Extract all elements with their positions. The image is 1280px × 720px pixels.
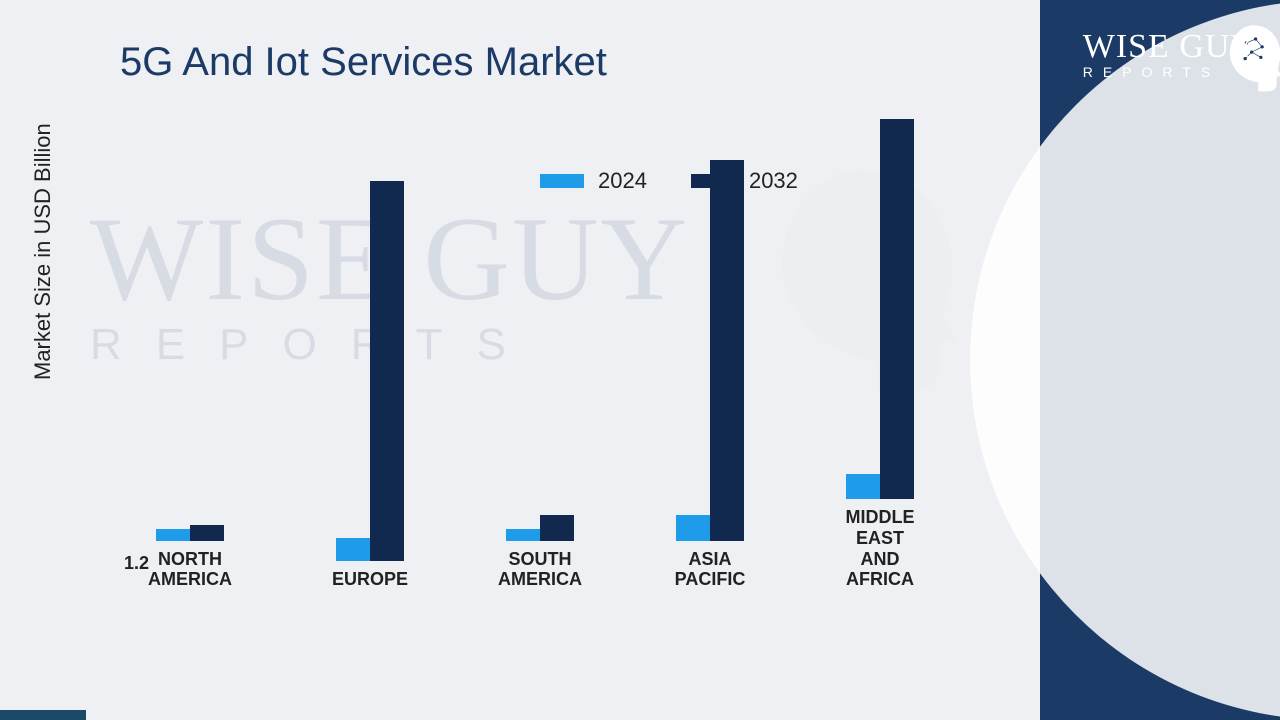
y-axis-label: Market Size in USD Billion bbox=[30, 123, 56, 380]
bar-value-label: 1.2 bbox=[124, 553, 149, 574]
category-label: MIDDLEEASTANDAFRICA bbox=[820, 507, 940, 590]
category-label: SOUTHAMERICA bbox=[480, 549, 600, 590]
brand-subtitle: REPORTS bbox=[1083, 64, 1256, 80]
legend-swatch-2032 bbox=[691, 174, 735, 188]
category-label: EUROPE bbox=[310, 569, 430, 590]
bar bbox=[336, 538, 370, 561]
bar-pair bbox=[650, 151, 770, 541]
legend-label-2024: 2024 bbox=[598, 168, 647, 194]
footer-accent-bar bbox=[0, 710, 86, 720]
chart-legend: 2024 2032 bbox=[540, 168, 798, 194]
bar bbox=[540, 515, 574, 540]
brand-name: WISE GUY bbox=[1083, 28, 1256, 66]
bar-pair bbox=[310, 171, 430, 561]
chart-title: 5G And Iot Services Market bbox=[120, 40, 607, 85]
bar bbox=[846, 474, 880, 499]
bar bbox=[710, 160, 744, 540]
legend-swatch-2024 bbox=[540, 174, 584, 188]
chart-plot-area: NORTHAMERICAEUROPESOUTHAMERICAASIAPACIFI… bbox=[120, 200, 960, 590]
category-label: ASIAPACIFIC bbox=[650, 549, 770, 590]
chart-stage: WISE GUY REPORTS 5G And Iot Services Mar… bbox=[0, 0, 1280, 720]
bar bbox=[370, 181, 404, 561]
bar-pair bbox=[820, 109, 940, 499]
bar-pair bbox=[480, 151, 600, 541]
legend-item-2032: 2032 bbox=[691, 168, 798, 194]
decorative-arc bbox=[970, 0, 1280, 720]
bar bbox=[190, 525, 224, 541]
legend-label-2032: 2032 bbox=[749, 168, 798, 194]
bar-group: MIDDLEEASTANDAFRICA bbox=[820, 109, 940, 590]
bar bbox=[506, 529, 540, 541]
bar-group: NORTHAMERICA bbox=[130, 151, 250, 590]
bar bbox=[880, 119, 914, 499]
legend-item-2024: 2024 bbox=[540, 168, 647, 194]
bar bbox=[676, 515, 710, 540]
bar-group: SOUTHAMERICA bbox=[480, 151, 600, 590]
bar-group: ASIAPACIFIC bbox=[650, 151, 770, 590]
bar-group: EUROPE bbox=[310, 171, 430, 590]
bar bbox=[156, 529, 190, 541]
bar-pair bbox=[130, 151, 250, 541]
brand-logo: WISE GUY REPORTS bbox=[1083, 28, 1256, 80]
